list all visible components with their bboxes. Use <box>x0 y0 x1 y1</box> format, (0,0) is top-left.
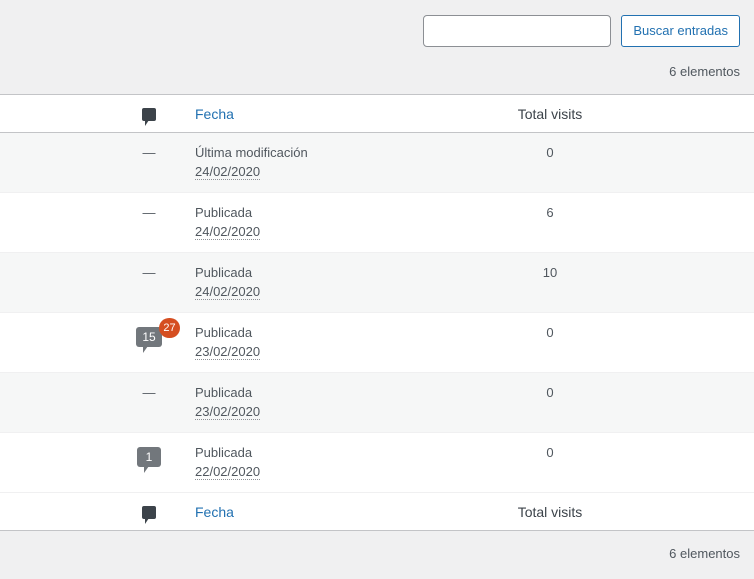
row-visits-cell: 0 <box>546 445 554 460</box>
table-footer-row: Fecha Total visits <box>0 492 754 531</box>
post-state: Publicada <box>195 385 253 400</box>
item-count-top: 6 elementos <box>0 62 754 94</box>
row-lead-cell <box>0 133 103 193</box>
table-row: 1 Publicada 22/02/2020 0 <box>0 433 754 493</box>
comment-count-wrap: 1 <box>137 445 161 473</box>
row-comments-cell: 1 <box>103 433 195 493</box>
post-date: 24/02/2020 <box>195 284 261 300</box>
footer-spacer <box>0 492 103 531</box>
row-visits-cell: 0 <box>546 145 554 160</box>
row-lead-cell <box>0 433 103 493</box>
post-date: 22/02/2020 <box>195 464 261 480</box>
posts-list-table: Fecha Total visits — Última modificación… <box>0 94 754 531</box>
comment-count-bubble[interactable]: 1 <box>137 447 161 473</box>
comments-dash: — <box>142 205 156 220</box>
comment-count-wrap: 15 27 <box>136 318 180 353</box>
header-total-visits: Total visits <box>450 94 650 133</box>
post-state: Última modificación <box>195 145 308 160</box>
table-header-row: Fecha Total visits <box>0 94 754 133</box>
comment-bubble-icon <box>142 108 156 127</box>
item-count-bottom-label: 6 elementos <box>669 546 740 561</box>
comments-dash: — <box>142 385 156 400</box>
table-row: — Última modificación 24/02/2020 0 <box>0 132 754 193</box>
row-visits-cell: 0 <box>546 385 554 400</box>
row-date-cell: Publicada 24/02/2020 <box>195 193 450 253</box>
footer-date[interactable]: Fecha <box>195 492 450 531</box>
post-state: Publicada <box>195 265 253 280</box>
row-tail-cell <box>650 253 754 313</box>
row-comments-cell: — <box>103 193 195 253</box>
footer-total-visits: Total visits <box>450 492 650 531</box>
row-date-cell: Publicada 23/02/2020 <box>195 313 450 373</box>
row-tail-cell <box>650 133 754 193</box>
post-date: 24/02/2020 <box>195 164 261 180</box>
row-lead-cell <box>0 253 103 313</box>
post-date: 24/02/2020 <box>195 224 261 240</box>
row-date-cell: Publicada 22/02/2020 <box>195 433 450 493</box>
row-visits-cell: 10 <box>542 265 558 280</box>
search-area: Buscar entradas <box>0 0 754 62</box>
row-tail-cell <box>650 433 754 493</box>
search-posts-button[interactable]: Buscar entradas <box>621 15 740 47</box>
table-row: 15 27 Publicada 23/02/2020 0 <box>0 313 754 373</box>
search-input[interactable] <box>423 15 612 47</box>
header-total-visits-label: Total visits <box>517 105 583 122</box>
header-comments[interactable] <box>103 94 195 133</box>
row-date-cell: Publicada 24/02/2020 <box>195 253 450 313</box>
row-visits-cell: 6 <box>546 205 554 220</box>
header-spacer <box>0 94 103 133</box>
row-date-cell: Publicada 23/02/2020 <box>195 373 450 433</box>
table-body: — Última modificación 24/02/2020 0 — Pub… <box>0 132 754 493</box>
row-comments-cell: — <box>103 253 195 313</box>
footer-total-visits-label: Total visits <box>517 503 583 520</box>
row-lead-cell <box>0 193 103 253</box>
post-date: 23/02/2020 <box>195 404 261 420</box>
row-lead-cell <box>0 373 103 433</box>
post-date: 23/02/2020 <box>195 344 261 360</box>
row-lead-cell <box>0 313 103 373</box>
table-row: — Publicada 24/02/2020 6 <box>0 193 754 253</box>
row-comments-cell: 15 27 <box>103 313 195 373</box>
header-date[interactable]: Fecha <box>195 94 450 133</box>
table-row: — Publicada 23/02/2020 0 <box>0 372 754 433</box>
row-visits-cell: 0 <box>546 325 554 340</box>
header-date-label[interactable]: Fecha <box>195 105 234 122</box>
footer-comments[interactable] <box>103 492 195 531</box>
row-tail-cell <box>650 313 754 373</box>
item-count-top-label: 6 elementos <box>669 64 740 79</box>
pending-comments-badge[interactable]: 27 <box>159 318 180 338</box>
comment-count-bubble[interactable]: 15 <box>136 327 162 353</box>
comments-dash: — <box>142 265 156 280</box>
table-head: Fecha Total visits <box>0 94 754 133</box>
table-row: — Publicada 24/02/2020 10 <box>0 252 754 313</box>
comment-bubble-icon <box>142 506 156 525</box>
footer-date-label[interactable]: Fecha <box>195 503 234 520</box>
row-comments-cell: — <box>103 133 195 193</box>
comments-dash: — <box>142 145 156 160</box>
row-tail-cell <box>650 193 754 253</box>
post-state: Publicada <box>195 445 253 460</box>
footer-tail-spacer <box>650 492 754 531</box>
post-state: Publicada <box>195 325 253 340</box>
row-date-cell: Última modificación 24/02/2020 <box>195 133 450 193</box>
header-tail-spacer <box>650 94 754 133</box>
row-comments-cell: — <box>103 373 195 433</box>
post-state: Publicada <box>195 205 253 220</box>
item-count-bottom: 6 elementos <box>0 531 754 576</box>
row-tail-cell <box>650 373 754 433</box>
table-foot: Fecha Total visits <box>0 492 754 531</box>
